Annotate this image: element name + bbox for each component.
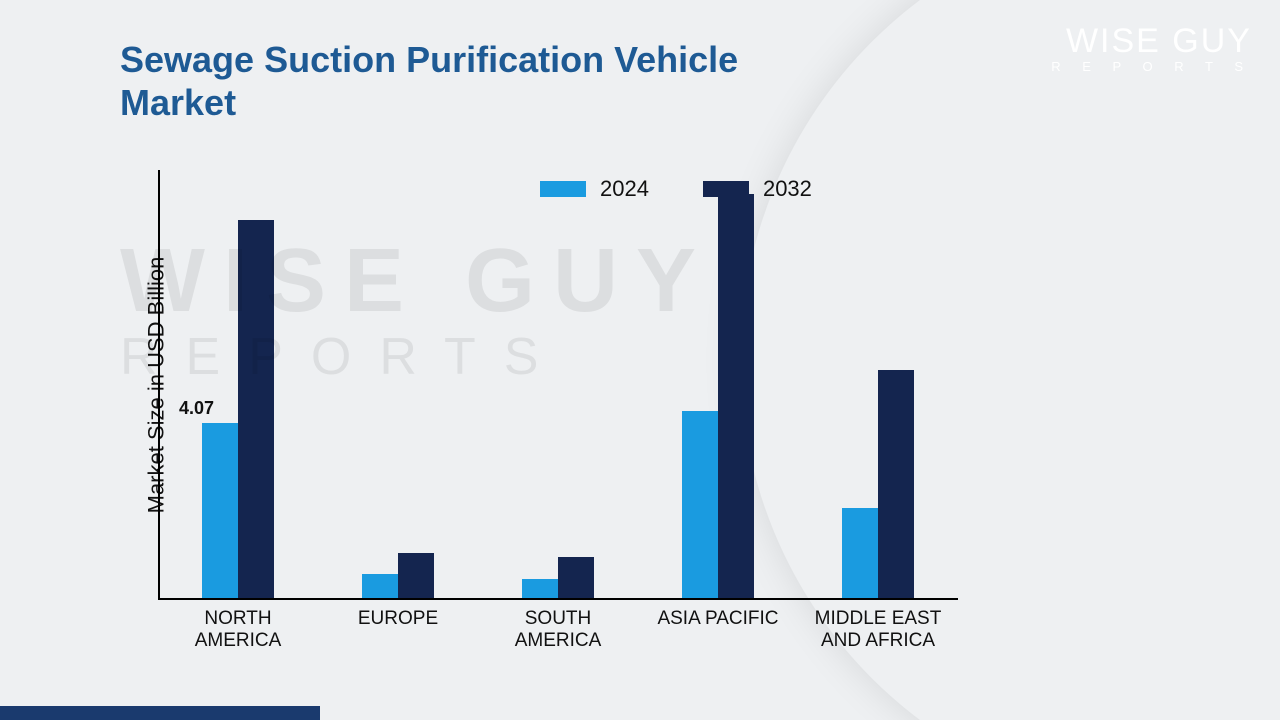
bar-group: 4.07NORTH AMERICA	[173, 170, 303, 600]
logo: WISE GUY R E P O R T S	[1051, 22, 1252, 74]
bar-2032	[398, 553, 434, 598]
legend-label-2032: 2032	[763, 176, 812, 202]
logo-main-text: WISE GUY	[1051, 22, 1252, 61]
bar-pair	[842, 370, 914, 598]
bar-group: ASIA PACIFIC	[653, 170, 783, 600]
legend-item-2024: 2024	[540, 176, 649, 202]
bar-2024	[522, 579, 558, 598]
legend-label-2024: 2024	[600, 176, 649, 202]
bar-2024	[362, 574, 398, 598]
bottom-accent-bar	[0, 706, 320, 720]
x-axis-category-label: NORTH AMERICA	[163, 608, 313, 652]
x-axis-category-label: ASIA PACIFIC	[643, 608, 793, 630]
legend-swatch-2024	[540, 181, 586, 197]
legend-item-2032: 2032	[703, 176, 812, 202]
legend-swatch-2032	[703, 181, 749, 197]
bar-2024	[842, 508, 878, 598]
bar-2024	[682, 411, 718, 598]
bar-2032	[878, 370, 914, 598]
chart-title: Sewage Suction Purification Vehicle Mark…	[120, 38, 860, 124]
bar-2024	[202, 423, 238, 598]
legend: 2024 2032	[540, 176, 812, 202]
right-panel	[960, 0, 1280, 720]
x-axis-category-label: MIDDLE EAST AND AFRICA	[803, 608, 953, 652]
x-axis-category-label: EUROPE	[323, 608, 473, 630]
bar-groups: 4.07NORTH AMERICAEUROPESOUTH AMERICAASIA…	[158, 170, 958, 600]
bar-2032	[238, 220, 274, 598]
bar-group: EUROPE	[333, 170, 463, 600]
chart-area: Market Size in USD Billion 4.07NORTH AME…	[78, 170, 958, 600]
bar-pair	[362, 553, 434, 598]
x-axis-category-label: SOUTH AMERICA	[483, 608, 633, 652]
bar-pair	[522, 557, 594, 598]
bar-group: MIDDLE EAST AND AFRICA	[813, 170, 943, 600]
logo-sub-text: R E P O R T S	[1051, 59, 1252, 74]
chart-canvas: WISE GUY R E P O R T S WISE GUY REPORTS …	[0, 0, 1280, 720]
bar-group: SOUTH AMERICA	[493, 170, 623, 600]
bar-value-label: 4.07	[179, 398, 214, 419]
bar-2032	[558, 557, 594, 598]
bar-pair	[682, 194, 754, 598]
bar-2032	[718, 194, 754, 598]
